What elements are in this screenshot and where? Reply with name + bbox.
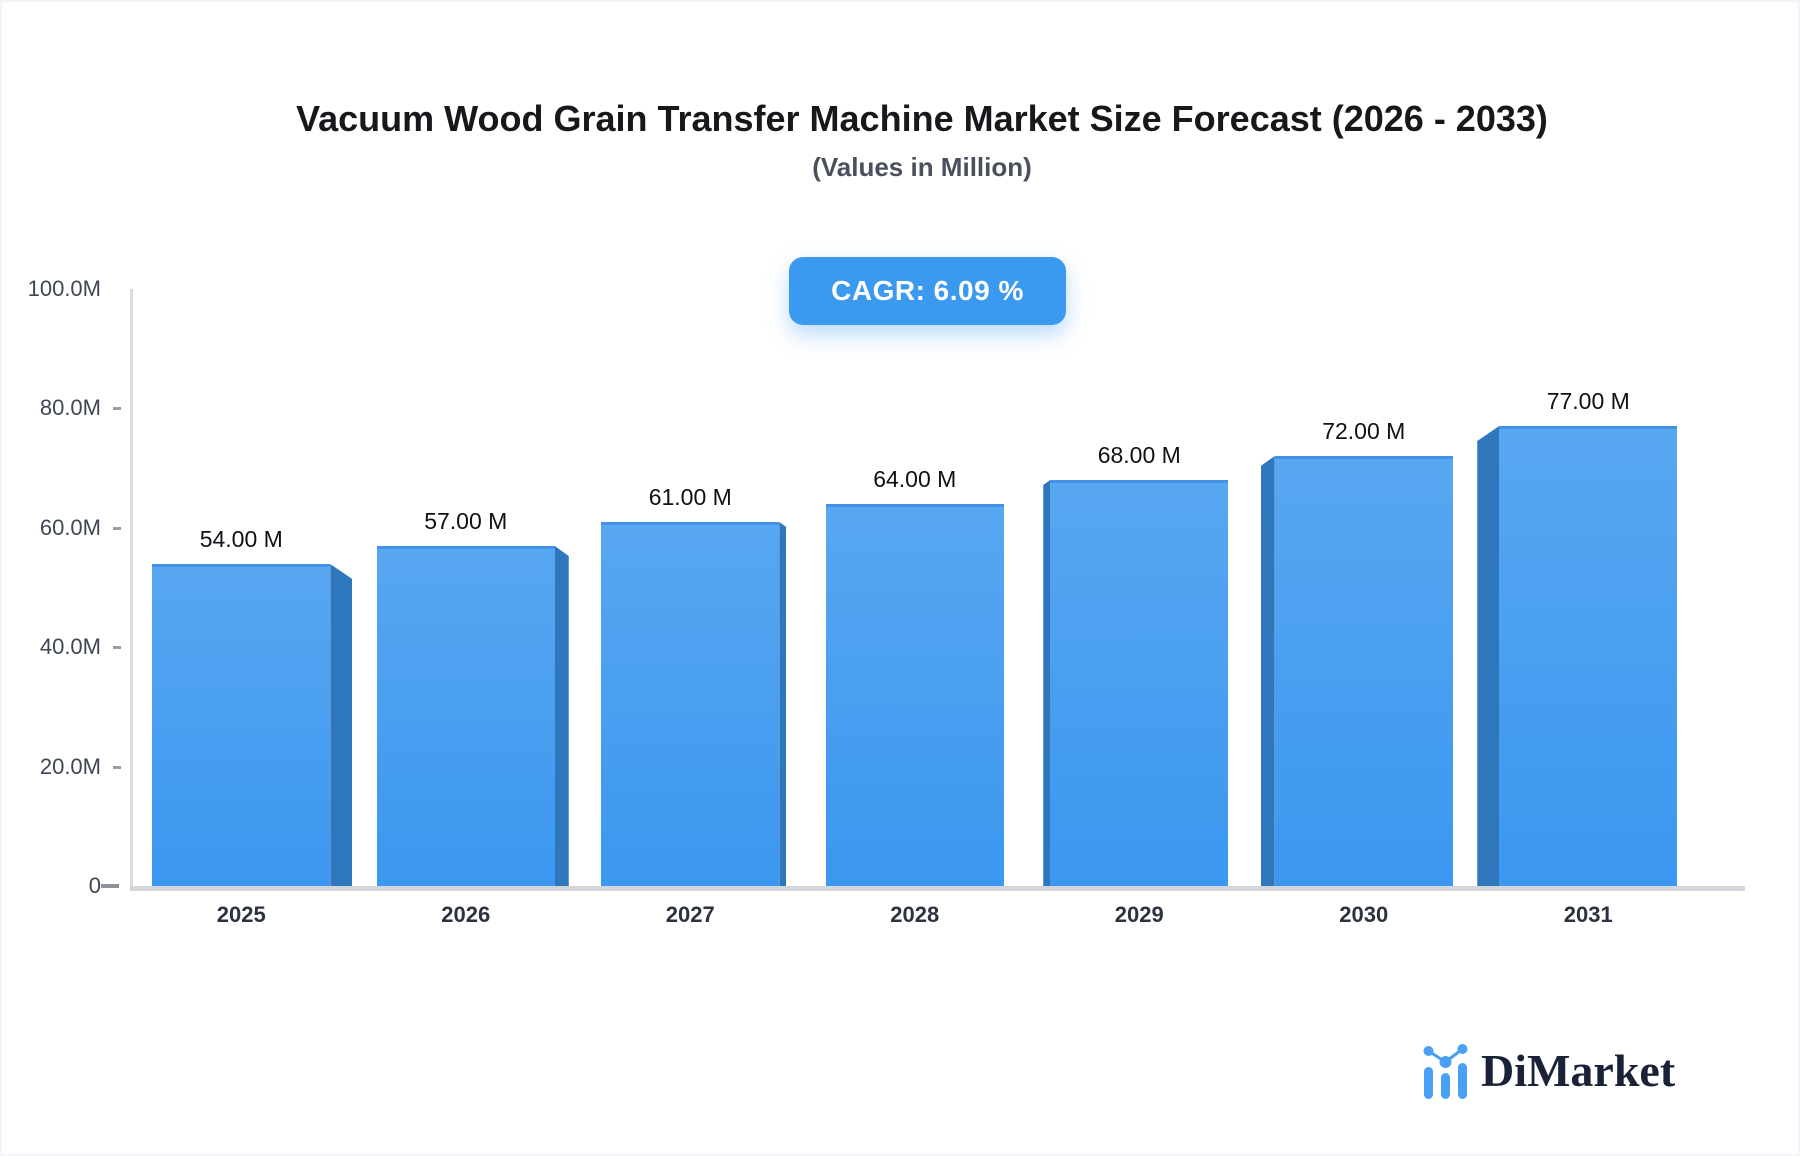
bar-2027: [601, 522, 780, 886]
bar-2030: [1274, 456, 1453, 886]
y-axis-tick-mark: [113, 646, 121, 650]
bar-3d-side-2026: [554, 546, 569, 886]
y-axis-tick-mark: [113, 765, 121, 769]
bar-3d-side-2025: [330, 564, 353, 886]
x-axis-label-2027: 2027: [665, 902, 715, 927]
cagr-badge-label: CAGR: 6.09 %: [831, 275, 1024, 306]
bar-2031: [1499, 426, 1678, 886]
bar-value-label: 54.00 M: [199, 526, 283, 552]
bar-2029: [1050, 480, 1229, 886]
y-axis-line: [130, 289, 133, 888]
y-axis-tick-label: 40.0M: [39, 634, 101, 660]
bar-2025: [152, 564, 331, 886]
bar-value-label: 68.00 M: [1097, 442, 1181, 468]
y-axis-tick-label: 80.0M: [39, 395, 101, 421]
x-axis-label-2031: 2031: [1563, 902, 1613, 927]
x-axis-line: [130, 886, 1745, 891]
bar-3d-side-2029: [1043, 480, 1051, 886]
y-axis-tick-label: 0: [88, 873, 101, 898]
bar-value-label: 57.00 M: [424, 508, 508, 534]
bar-3d-side-2031: [1477, 426, 1500, 886]
y-axis-tick-label: 20.0M: [39, 753, 101, 779]
bar-2028: [825, 504, 1004, 886]
bar-value-label: 64.00 M: [873, 466, 957, 492]
bar-value-label: 61.00 M: [648, 484, 732, 510]
x-axis-label-2029: 2029: [1114, 902, 1164, 927]
x-axis-label-2025: 2025: [216, 902, 266, 927]
chart-subtitle: (Values in Million): [812, 152, 1032, 182]
x-axis-label-2028: 2028: [890, 902, 940, 927]
y-axis-tick-mark: [113, 526, 121, 530]
bar-3d-side-2027: [779, 522, 787, 886]
dimarket-logo: DiMarket: [1422, 1040, 1675, 1102]
y-axis-tick-mark-zero: [101, 884, 119, 888]
y-axis-tick-mark: [113, 407, 121, 411]
x-axis-label-2026: 2026: [441, 902, 491, 927]
cagr-badge: CAGR: 6.09 %: [789, 257, 1066, 325]
bar-value-label: 77.00 M: [1546, 388, 1630, 414]
bar-2026: [376, 546, 555, 886]
chart-title: Vacuum Wood Grain Transfer Machine Marke…: [296, 98, 1548, 139]
bar-3d-side-2030: [1260, 456, 1275, 886]
x-axis-label-2030: 2030: [1339, 902, 1389, 927]
bar-value-label: 72.00 M: [1322, 418, 1406, 444]
logo-text: DiMarket: [1481, 1045, 1676, 1096]
bar-line-chart-icon: [1423, 1044, 1468, 1099]
y-axis-tick-label: 60.0M: [39, 514, 101, 540]
y-axis-tick-label: 100.0M: [27, 276, 101, 301]
